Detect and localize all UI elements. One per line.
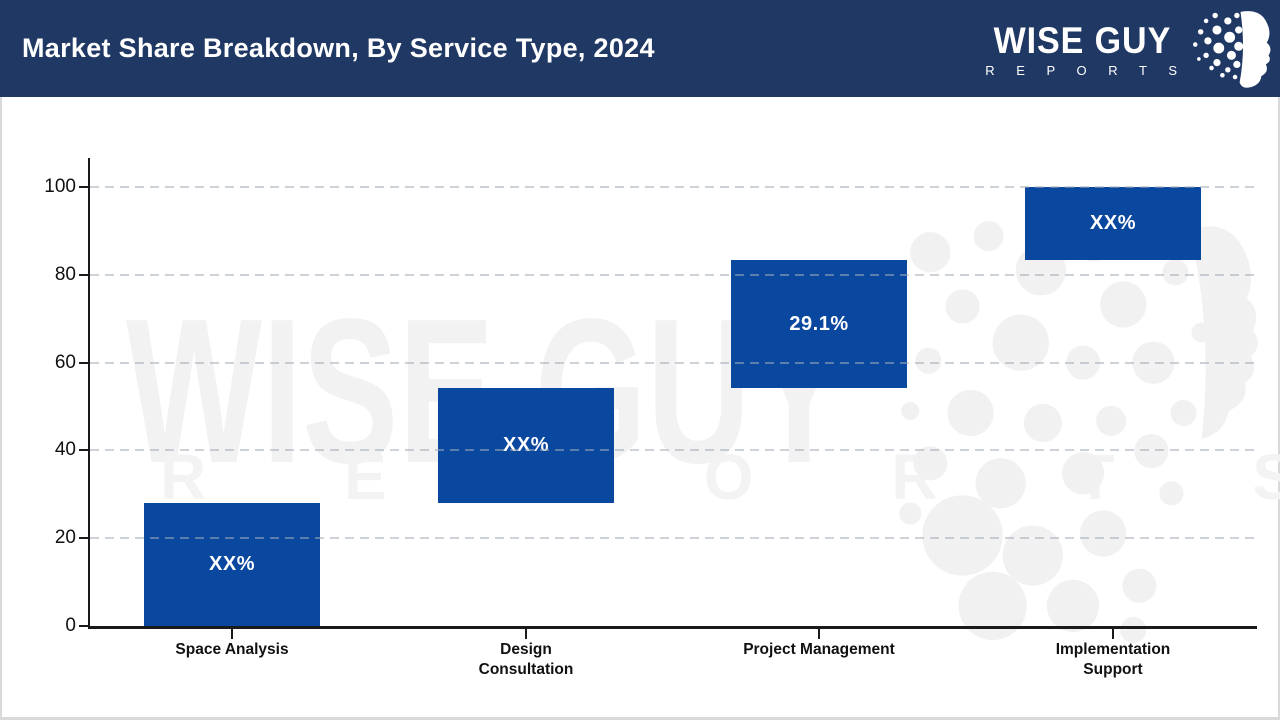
y-axis-tick — [79, 537, 88, 540]
logo-text: WISE GUY R E P O R T S — [979, 20, 1186, 78]
y-tick-label: 20 — [54, 527, 76, 549]
bar-value-label: XX% — [1090, 212, 1136, 235]
gridline-100 — [90, 186, 1257, 188]
x-axis-tick — [525, 629, 527, 639]
y-axis-tick — [79, 625, 88, 627]
bar-project-management: 29.1% — [731, 260, 907, 389]
logo-wordmark: WISE GUY — [993, 20, 1172, 61]
logo-subtext: R E P O R T S — [985, 63, 1186, 78]
bar-value-label: XX% — [209, 553, 255, 576]
x-axis-tick — [818, 629, 820, 639]
y-axis-tick — [79, 449, 88, 452]
bar-value-label: XX% — [503, 434, 549, 457]
y-tick-label: 100 — [44, 176, 76, 197]
y-tick-label: 0 — [65, 615, 76, 636]
gridline-60 — [90, 361, 1257, 364]
y-axis-line — [88, 158, 90, 628]
y-axis-tick — [79, 361, 88, 364]
x-axis-line — [88, 626, 1257, 629]
bar-space-analysis: XX% — [144, 503, 320, 626]
x-tick-label: Project Management — [743, 641, 895, 658]
gridline-80 — [90, 273, 1257, 276]
logo-face-icon — [1192, 11, 1271, 88]
x-tick-label: Implementation Support — [1055, 641, 1171, 678]
y-tick-label: 80 — [54, 263, 76, 285]
bar-value-label: 29.1% — [789, 312, 849, 335]
x-axis-tick — [1112, 629, 1114, 639]
gridline-40 — [90, 449, 1257, 452]
y-axis-tick — [79, 186, 88, 188]
x-tick-label: Design Consultation — [478, 641, 574, 678]
x-tick-label: Space Analysis — [175, 641, 289, 658]
header-bar: Market Share Breakdown, By Service Type,… — [0, 0, 1280, 97]
bar-implementation-support: XX% — [1025, 187, 1201, 261]
watermark-face-dots-icon — [899, 221, 1258, 643]
wiseguy-logo: WISE GUY R E P O R T S — [979, 4, 1274, 94]
x-axis-tick — [231, 629, 233, 639]
y-axis-tick — [79, 273, 88, 276]
page-title: Market Share Breakdown, By Service Type,… — [22, 33, 655, 63]
y-tick-label: 40 — [54, 439, 76, 461]
gridline-20 — [90, 537, 1257, 540]
bar-design-consultation: XX% — [438, 388, 614, 504]
y-tick-label: 60 — [54, 351, 76, 373]
